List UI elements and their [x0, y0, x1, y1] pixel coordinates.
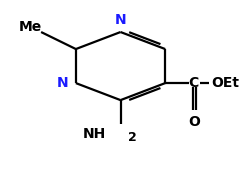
- Text: Me: Me: [19, 20, 42, 34]
- Text: C: C: [188, 76, 198, 90]
- Text: NH: NH: [82, 127, 105, 141]
- Text: 2: 2: [128, 131, 136, 144]
- Text: N: N: [114, 13, 126, 27]
- Text: O: O: [188, 115, 200, 129]
- Text: N: N: [56, 76, 68, 90]
- Text: OEt: OEt: [210, 76, 238, 90]
